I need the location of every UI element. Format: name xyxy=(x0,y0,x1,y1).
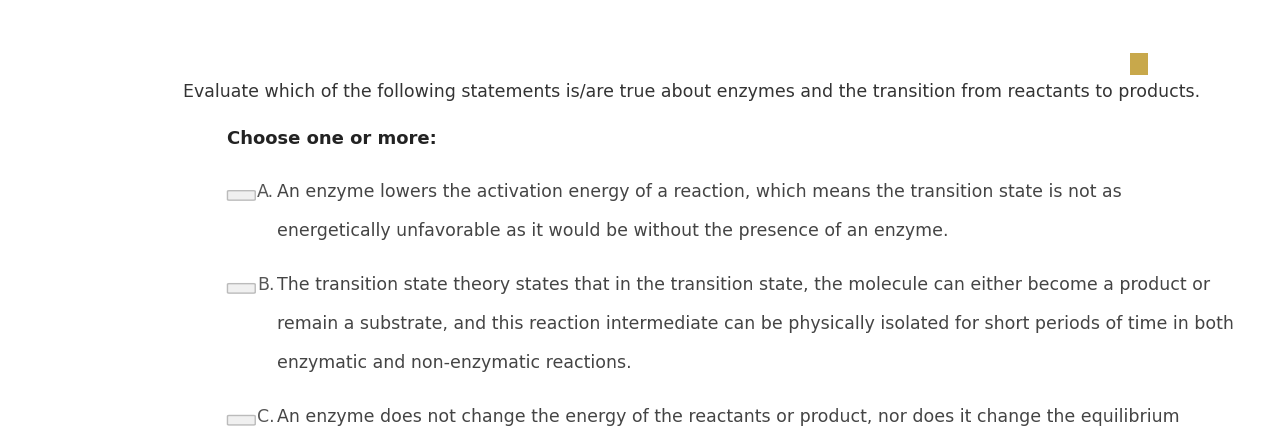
Text: enzymatic and non-enzymatic reactions.: enzymatic and non-enzymatic reactions. xyxy=(276,353,632,371)
Text: An enzyme does not change the energy of the reactants or product, nor does it ch: An enzyme does not change the energy of … xyxy=(276,407,1180,425)
Text: A.: A. xyxy=(257,182,274,200)
Text: The transition state theory states that in the transition state, the molecule ca: The transition state theory states that … xyxy=(276,275,1210,293)
Text: Evaluate which of the following statements is/are true about enzymes and the tra: Evaluate which of the following statemen… xyxy=(183,83,1199,101)
FancyBboxPatch shape xyxy=(1130,54,1148,76)
FancyBboxPatch shape xyxy=(228,191,255,201)
Text: C.: C. xyxy=(257,407,275,425)
FancyBboxPatch shape xyxy=(228,284,255,293)
Text: energetically unfavorable as it would be without the presence of an enzyme.: energetically unfavorable as it would be… xyxy=(276,221,948,239)
Text: An enzyme lowers the activation energy of a reaction, which means the transition: An enzyme lowers the activation energy o… xyxy=(276,182,1121,200)
FancyBboxPatch shape xyxy=(228,416,255,425)
Text: B.: B. xyxy=(257,275,275,293)
Text: Choose one or more:: Choose one or more: xyxy=(228,130,438,148)
Text: remain a substrate, and this reaction intermediate can be physically isolated fo: remain a substrate, and this reaction in… xyxy=(276,314,1234,332)
